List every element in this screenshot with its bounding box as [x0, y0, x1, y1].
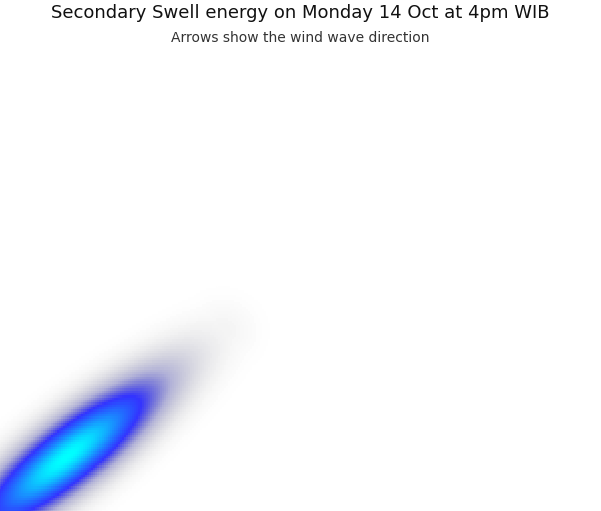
Text: Map data requires cartopy: Map data requires cartopy: [191, 269, 410, 288]
Text: Arrows show the wind wave direction: Arrows show the wind wave direction: [171, 31, 430, 44]
Text: Secondary Swell energy on Monday 14 Oct at 4pm WIB: Secondary Swell energy on Monday 14 Oct …: [51, 4, 550, 22]
